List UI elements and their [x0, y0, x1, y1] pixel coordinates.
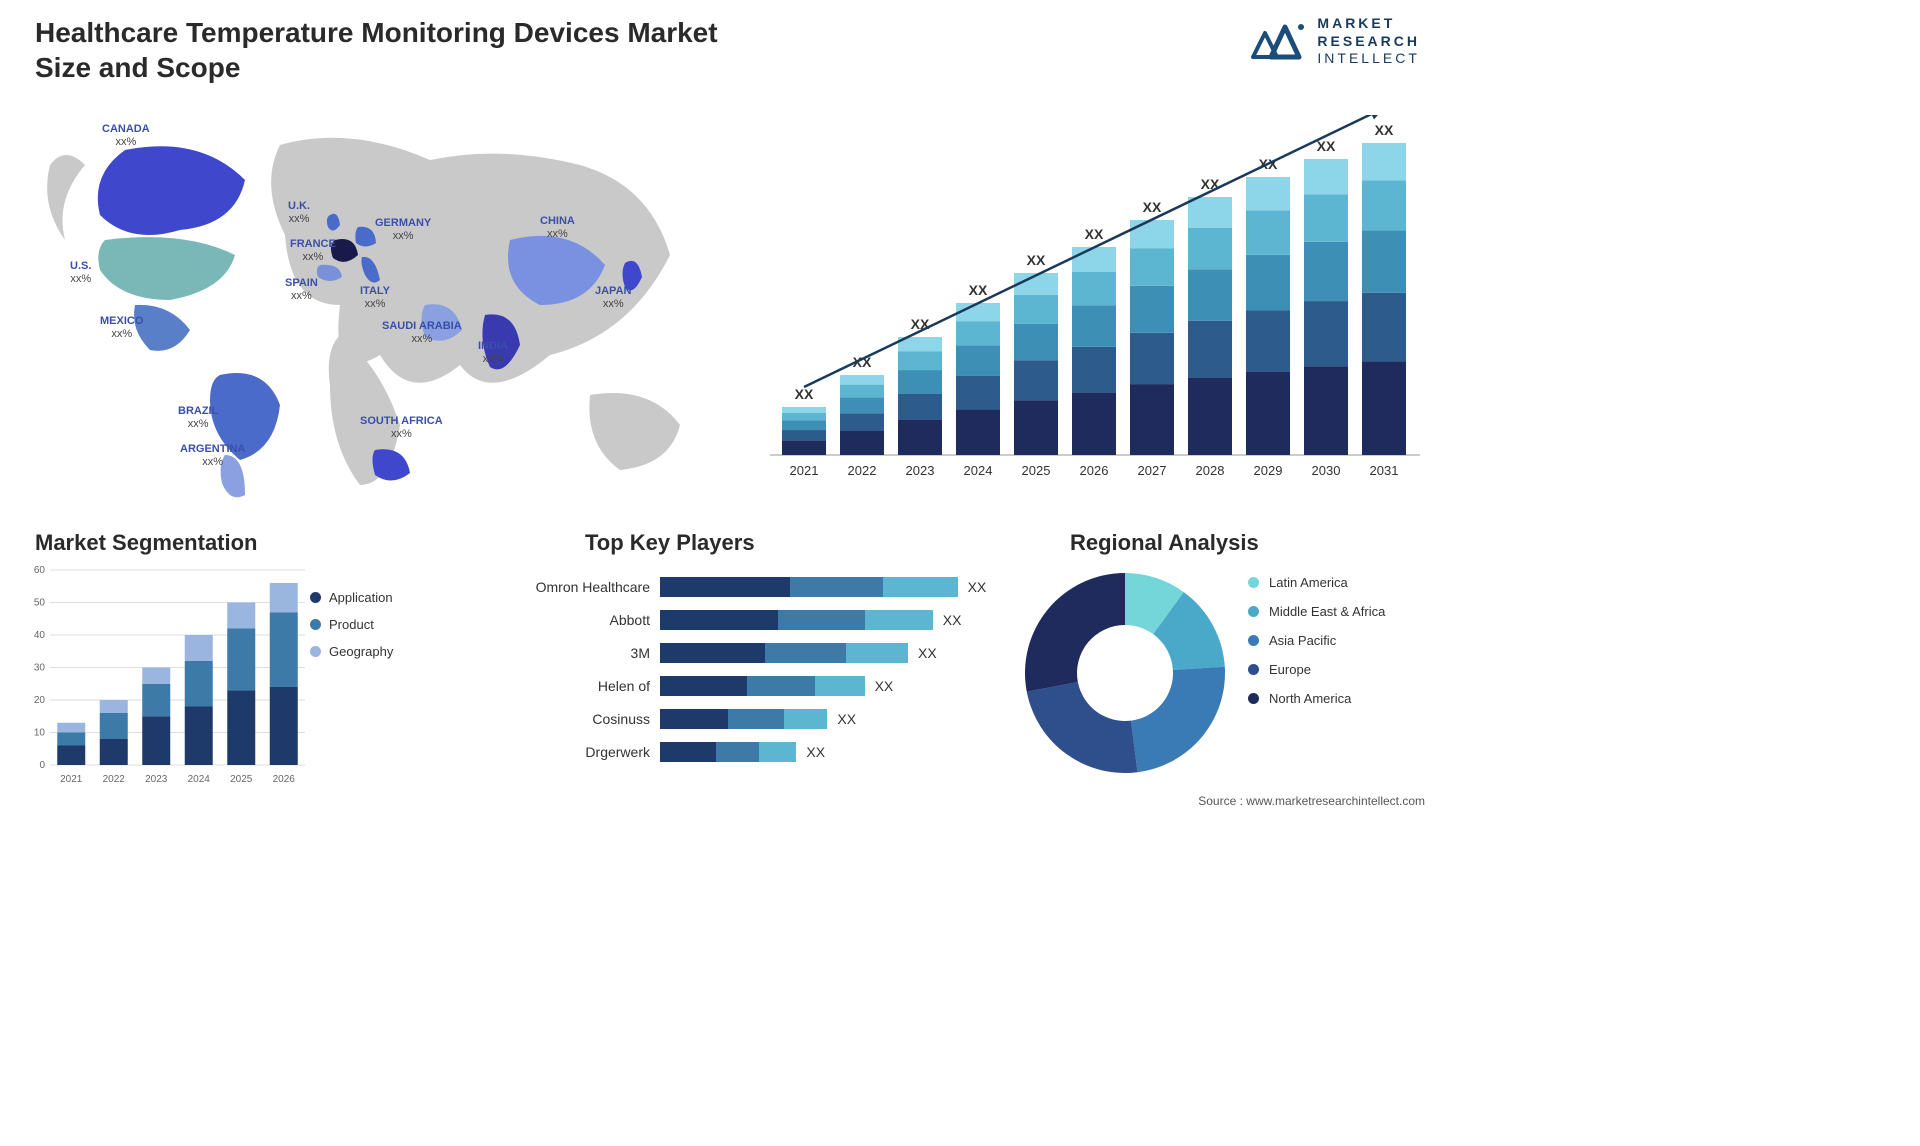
svg-text:2029: 2029 — [1254, 463, 1283, 478]
map-label: CANADAxx% — [102, 123, 150, 149]
svg-text:2027: 2027 — [1138, 463, 1167, 478]
player-value: XX — [875, 678, 894, 694]
legend-item: Middle East & Africa — [1248, 604, 1385, 619]
player-row: Cosinuss XX — [510, 707, 990, 731]
segmentation-heading: Market Segmentation — [35, 530, 258, 556]
svg-text:40: 40 — [34, 630, 46, 641]
player-name: 3M — [510, 645, 660, 661]
player-bar — [660, 643, 908, 663]
map-label: ARGENTINAxx% — [180, 443, 245, 469]
player-row: Abbott XX — [510, 608, 990, 632]
svg-text:2021: 2021 — [60, 774, 83, 785]
regional-donut-svg — [1020, 568, 1230, 778]
player-name: Abbott — [510, 612, 660, 628]
map-label: FRANCExx% — [290, 238, 336, 264]
map-label: BRAZILxx% — [178, 405, 218, 431]
svg-text:50: 50 — [34, 598, 46, 609]
logo-icon — [1251, 19, 1307, 63]
segmentation-chart: 0 10 20 30 40 50 60 2021 2022 2023 2024 2025 2026 — [20, 560, 310, 790]
svg-text:2022: 2022 — [848, 463, 877, 478]
svg-text:2022: 2022 — [103, 774, 126, 785]
legend-item: Product — [310, 617, 393, 632]
map-label: U.S.xx% — [70, 260, 91, 286]
svg-text:2026: 2026 — [273, 774, 296, 785]
player-value: XX — [968, 579, 987, 595]
svg-text:20: 20 — [34, 695, 46, 706]
svg-text:2031: 2031 — [1370, 463, 1399, 478]
market-size-chart-svg: XX 2021 XX 2022 XX 2023 XX 2024 XX 2025 XX 2026 XX 20… — [770, 115, 1420, 485]
player-bar — [660, 577, 958, 597]
player-row: Drgerwerk XX — [510, 740, 990, 764]
svg-text:XX: XX — [1027, 252, 1046, 268]
player-row: 3M XX — [510, 641, 990, 665]
map-label: GERMANYxx% — [375, 217, 431, 243]
player-bar — [660, 676, 865, 696]
player-name: Helen of — [510, 678, 660, 694]
player-bar — [660, 610, 933, 630]
map-label: CHINAxx% — [540, 215, 575, 241]
map-label: SPAINxx% — [285, 277, 318, 303]
regional-donut — [1020, 568, 1230, 778]
legend-item: North America — [1248, 691, 1385, 706]
svg-text:2021: 2021 — [790, 463, 819, 478]
map-label: JAPANxx% — [595, 285, 631, 311]
svg-text:XX: XX — [1317, 138, 1336, 154]
key-players-chart: Omron Healthcare XX Abbott XX 3M XX Helen of XX… — [510, 575, 990, 773]
legend-item: Latin America — [1248, 575, 1385, 590]
svg-text:0: 0 — [39, 760, 45, 771]
player-value: XX — [918, 645, 937, 661]
map-label: MEXICOxx% — [100, 315, 143, 341]
map-label: SAUDI ARABIAxx% — [382, 320, 462, 346]
svg-text:30: 30 — [34, 663, 46, 674]
key-players-heading: Top Key Players — [585, 530, 755, 556]
map-label: INDIAxx% — [478, 340, 508, 366]
world-map: CANADAxx% U.S.xx% MEXICOxx% BRAZILxx% ARGENT… — [30, 105, 710, 505]
svg-text:XX: XX — [1375, 122, 1394, 138]
player-name: Omron Healthcare — [510, 579, 660, 595]
player-name: Drgerwerk — [510, 744, 660, 760]
page-title: Healthcare Temperature Monitoring Device… — [35, 15, 755, 85]
svg-text:2028: 2028 — [1196, 463, 1225, 478]
svg-text:2024: 2024 — [964, 463, 993, 478]
legend-item: Europe — [1248, 662, 1385, 677]
svg-text:2023: 2023 — [906, 463, 935, 478]
legend-item: Application — [310, 590, 393, 605]
legend-item: Geography — [310, 644, 393, 659]
svg-text:2030: 2030 — [1312, 463, 1341, 478]
svg-text:XX: XX — [795, 386, 814, 402]
map-label: SOUTH AFRICAxx% — [360, 415, 443, 441]
svg-text:2024: 2024 — [188, 774, 211, 785]
svg-text:XX: XX — [1143, 199, 1162, 215]
source-credit: Source : www.marketresearchintellect.com — [1198, 794, 1425, 808]
legend-item: Asia Pacific — [1248, 633, 1385, 648]
player-row: Omron Healthcare XX — [510, 575, 990, 599]
market-size-chart: XX 2021 XX 2022 XX 2023 XX 2024 XX 2025 XX 2026 XX 20… — [770, 115, 1420, 485]
svg-text:2026: 2026 — [1080, 463, 1109, 478]
player-row: Helen of XX — [510, 674, 990, 698]
svg-text:XX: XX — [969, 282, 988, 298]
player-bar — [660, 709, 827, 729]
map-label: U.K.xx% — [288, 200, 310, 226]
regional-legend: Latin America Middle East & Africa Asia Pa… — [1248, 575, 1385, 720]
svg-text:2025: 2025 — [1022, 463, 1051, 478]
svg-text:XX: XX — [911, 316, 930, 332]
segmentation-chart-svg: 0 10 20 30 40 50 60 2021 2022 2023 2024 2025 2026 — [20, 560, 310, 790]
svg-text:2025: 2025 — [230, 774, 253, 785]
svg-text:XX: XX — [1085, 226, 1104, 242]
segmentation-legend: Application Product Geography — [310, 590, 393, 671]
player-value: XX — [943, 612, 962, 628]
brand-logo: MARKET RESEARCH INTELLECT — [1251, 15, 1420, 68]
player-bar — [660, 742, 796, 762]
regional-heading: Regional Analysis — [1070, 530, 1259, 556]
svg-text:10: 10 — [34, 728, 46, 739]
map-label: ITALYxx% — [360, 285, 390, 311]
svg-text:2023: 2023 — [145, 774, 168, 785]
player-value: XX — [806, 744, 825, 760]
svg-text:60: 60 — [34, 565, 46, 576]
player-name: Cosinuss — [510, 711, 660, 727]
player-value: XX — [837, 711, 856, 727]
logo-text: MARKET RESEARCH INTELLECT — [1317, 15, 1420, 68]
